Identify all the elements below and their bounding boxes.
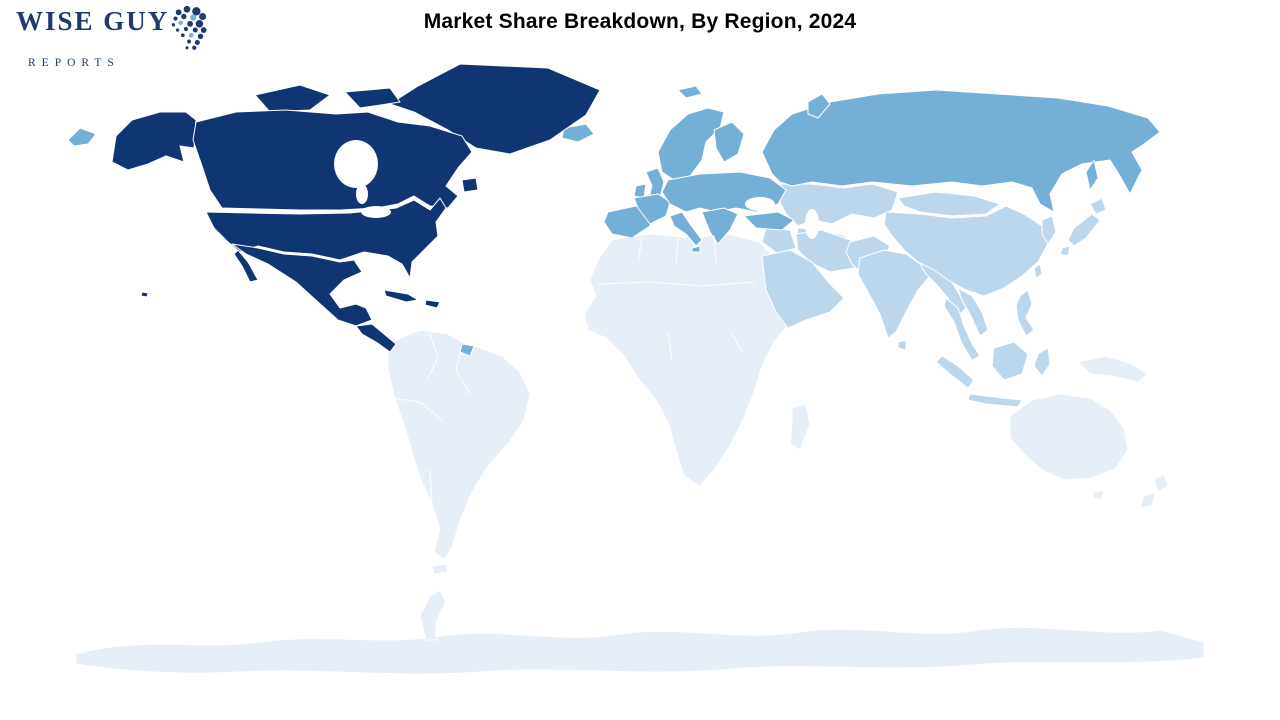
island-cuba — [383, 289, 419, 303]
country-china — [883, 205, 1049, 297]
logo-subtext: REPORTS — [28, 57, 120, 69]
country-australia — [1009, 393, 1129, 481]
state-alaska — [111, 111, 197, 171]
logo: WISE GUY REPORTS — [16, 5, 211, 69]
country-mongolia — [897, 191, 1001, 217]
canadian-arctic-island-2 — [344, 87, 401, 109]
country-russia — [761, 89, 1161, 213]
chart-title: Market Share Breakdown, By Region, 2024 — [423, 10, 857, 33]
antarctic-peninsula — [419, 589, 447, 641]
baja-california — [233, 249, 259, 283]
james-bay — [356, 184, 368, 204]
island-madagascar — [789, 403, 811, 451]
region-rest-of-world — [75, 233, 1205, 675]
island-sicily — [691, 245, 701, 253]
korea-peninsula — [1041, 215, 1057, 245]
japan-hokkaido — [1089, 197, 1107, 215]
region-north-america — [111, 63, 601, 353]
island-tasmania — [1091, 489, 1105, 501]
island-iceland — [561, 123, 595, 143]
canadian-arctic-island-1 — [254, 84, 331, 113]
country-italy — [669, 211, 703, 247]
country-turkey — [743, 211, 795, 231]
region-europe — [67, 85, 1161, 357]
island-svalbard — [677, 85, 703, 99]
south-america-borders — [391, 333, 471, 541]
africa-borders — [597, 235, 755, 361]
country-finland — [713, 121, 745, 163]
island-sumatra — [935, 355, 975, 389]
island-new-guinea — [1077, 355, 1149, 383]
vietnam-laos — [957, 287, 989, 337]
country-france — [633, 193, 671, 225]
new-zealand-south-island — [1139, 491, 1157, 509]
thailand-malay-peninsula — [943, 297, 981, 361]
island-taiwan — [1033, 263, 1043, 279]
island-novaya-zemlya — [807, 93, 831, 119]
hudson-bay — [334, 140, 378, 188]
island-hispaniola — [424, 299, 441, 309]
country-canada — [192, 109, 473, 211]
island-sakhalin — [1085, 159, 1099, 191]
country-kazakhstan — [777, 183, 899, 227]
balkans-greece — [701, 207, 739, 245]
philippines — [1015, 289, 1035, 337]
logo-wordmark: WISE GUY — [16, 6, 170, 36]
country-india — [857, 249, 937, 339]
country-mexico — [231, 243, 373, 327]
island-sulawesi — [1033, 347, 1051, 377]
japan-honshu — [1067, 213, 1101, 247]
islands-hawaii — [140, 291, 149, 298]
caspian-sea — [805, 209, 819, 239]
new-zealand-north-island — [1153, 473, 1169, 493]
internal-borders — [391, 235, 755, 541]
inland-waters — [334, 140, 819, 239]
antarctica — [75, 626, 1205, 675]
black-sea — [745, 197, 775, 211]
japan-kyushu — [1059, 245, 1071, 257]
dotted-head-icon — [172, 5, 207, 50]
scandinavia-norway-sweden — [657, 107, 725, 181]
country-south-america — [387, 329, 531, 561]
island-borneo — [991, 341, 1029, 381]
island-newfoundland — [461, 177, 479, 193]
region-asia — [761, 183, 1107, 408]
arabian-peninsula — [761, 249, 845, 329]
great-lakes — [361, 206, 391, 218]
island-sri-lanka — [897, 339, 907, 351]
country-usa — [205, 197, 447, 279]
central-america — [355, 323, 397, 353]
island-java — [967, 393, 1023, 408]
country-iran — [795, 229, 863, 273]
russia-chukotka-west-fragment — [67, 127, 97, 147]
island-tierra-del-fuego — [431, 563, 449, 575]
